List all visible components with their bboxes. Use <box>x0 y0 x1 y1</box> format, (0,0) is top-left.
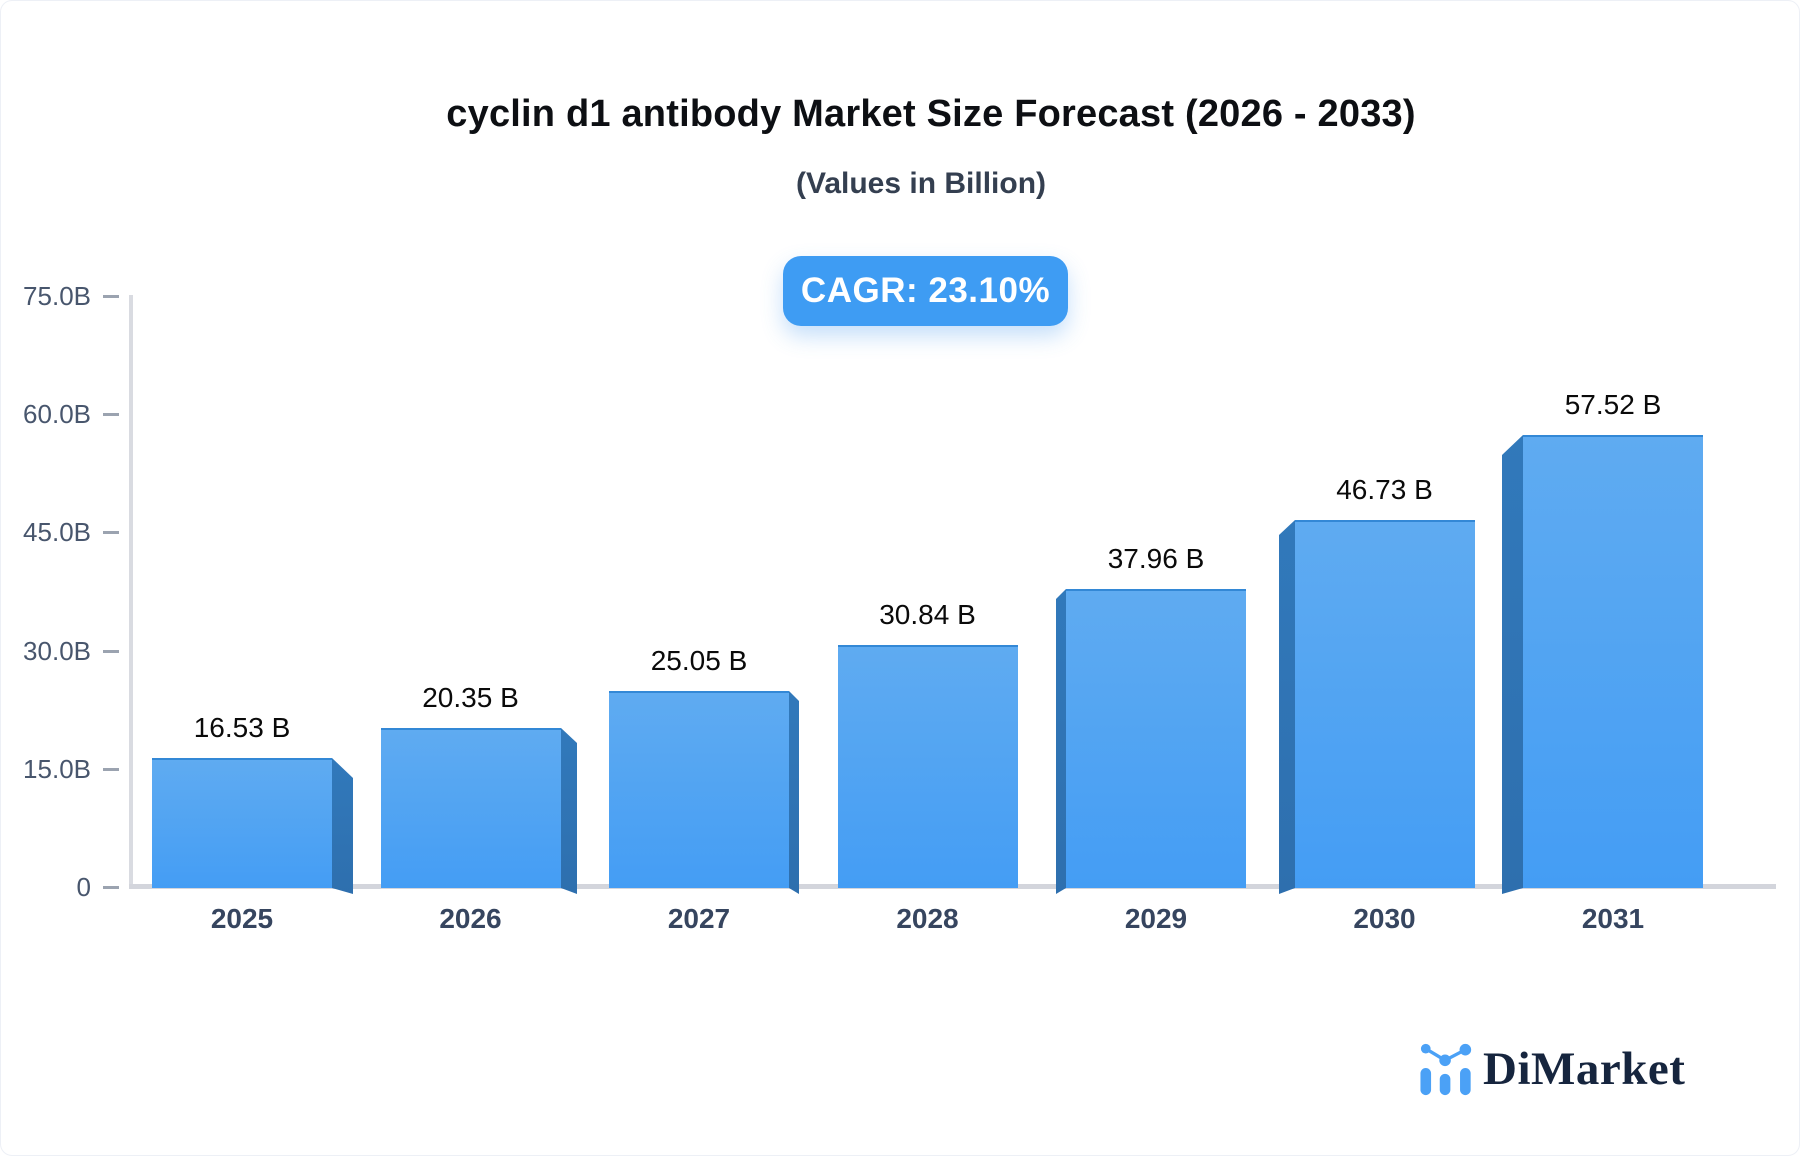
x-axis-label: 2027 <box>667 903 731 934</box>
bar-side <box>789 691 799 894</box>
y-tick-dash <box>103 650 119 653</box>
bar-value-label: 37.96 B <box>1107 543 1205 574</box>
bar-face <box>838 645 1018 888</box>
bar-face <box>381 728 561 888</box>
bar-value-label: 20.35 B <box>422 682 519 713</box>
bar-side <box>1056 589 1066 894</box>
chart-subtitle: (Values in Billion) <box>795 167 1047 200</box>
bar-side <box>1502 435 1523 894</box>
bar-value-label: 16.53 B <box>193 712 291 743</box>
y-tick-dash <box>103 886 119 889</box>
y-tick-label: 75.0B <box>23 281 91 311</box>
x-axis-label: 2025 <box>210 903 274 934</box>
bar-chart-icon <box>1420 1043 1472 1096</box>
y-axis-line <box>129 295 133 887</box>
x-axis-label: 2030 <box>1353 903 1416 934</box>
bar-face <box>1523 435 1703 888</box>
bar-side <box>561 728 577 894</box>
bar-value-label: 46.73 B <box>1336 474 1433 505</box>
y-tick-label: 0 <box>76 872 91 902</box>
bar-side <box>1279 520 1295 894</box>
x-axis-label: 2031 <box>1581 903 1645 934</box>
y-tick-dash <box>103 768 119 771</box>
cagr-badge: CAGR: 23.10% <box>783 256 1068 326</box>
bar-value-label: 57.52 B <box>1564 389 1662 420</box>
brand-logo: DiMarket <box>1419 1039 1685 1101</box>
bar-face <box>1295 520 1475 888</box>
y-tick-label: 45.0B <box>23 517 91 547</box>
bar-side <box>332 758 353 894</box>
y-tick-label: 15.0B <box>23 754 91 784</box>
x-axis-label: 2026 <box>439 903 502 934</box>
bar-face <box>1066 589 1246 888</box>
bar-face <box>609 691 789 888</box>
bar-value-label: 25.05 B <box>650 645 748 676</box>
y-tick-dash <box>103 295 119 298</box>
y-tick-label: 30.0B <box>23 636 91 666</box>
brand-logo-text: DiMarket <box>1483 1043 1686 1095</box>
x-axis-label: 2029 <box>1124 903 1188 934</box>
chart-title: cyclin d1 antibody Market Size Forecast … <box>446 93 1416 135</box>
y-tick-label: 60.0B <box>23 399 91 429</box>
x-axis-label: 2028 <box>896 903 959 934</box>
y-tick-dash <box>103 413 119 416</box>
y-tick-dash <box>103 531 119 534</box>
bar-value-label: 30.84 B <box>879 599 976 630</box>
bar-face <box>152 758 332 888</box>
